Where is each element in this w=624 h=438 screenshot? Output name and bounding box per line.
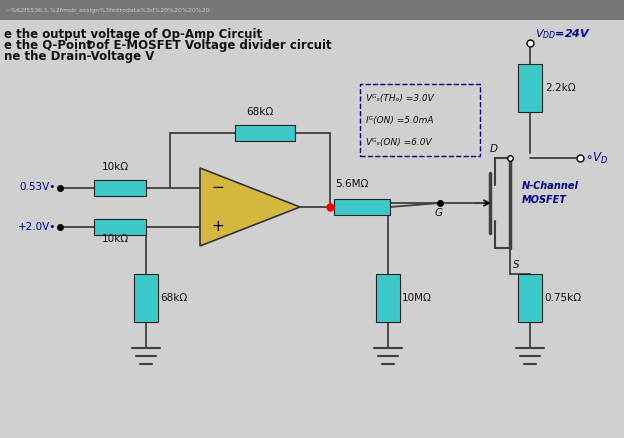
Bar [0, 0, 624, 20]
Text: D: D [490, 144, 498, 154]
Text: e the output voltage of Op-Amp Circuit: e the output voltage of Op-Amp Circuit [4, 28, 262, 41]
Bar [235, 125, 295, 141]
Text: Vᴳₛ(THₒ) =3.0V: Vᴳₛ(THₒ) =3.0V [366, 94, 434, 103]
Text: $\circ V_D$: $\circ V_D$ [585, 150, 608, 166]
Bar [360, 84, 480, 156]
Text: N-Channel
MOSFET: N-Channel MOSFET [522, 181, 579, 205]
Bar [94, 180, 146, 195]
Text: Iᴳ(ON) =5.0mA: Iᴳ(ON) =5.0mA [366, 116, 434, 125]
Text: 2.2kΩ: 2.2kΩ [545, 83, 575, 93]
Bar [518, 274, 542, 322]
Text: Vᴳₛ(ON) =6.0V: Vᴳₛ(ON) =6.0V [366, 138, 432, 147]
Polygon shape [200, 168, 300, 246]
Text: S: S [513, 260, 520, 270]
Bar [518, 64, 542, 112]
Text: 68kΩ: 68kΩ [246, 107, 274, 117]
Text: 68kΩ: 68kΩ [160, 293, 187, 303]
Bar [376, 274, 400, 322]
Text: $V_{DD}$=24V: $V_{DD}$=24V [535, 27, 591, 41]
Text: 5.6MΩ: 5.6MΩ [335, 179, 369, 189]
Text: ne the Drain-Voltage V: ne the Drain-Voltage V [4, 50, 154, 63]
Text: G: G [435, 208, 443, 218]
Text: 10kΩ: 10kΩ [102, 234, 129, 244]
Text: −: − [212, 180, 225, 195]
Text: ~%62f5536.1.%2fmob_assign%3fintrodata%3d%20%20%20%20: ~%62f5536.1.%2fmob_assign%3fintrodata%3d… [5, 7, 210, 13]
Text: +2.0V•: +2.0V• [17, 222, 56, 232]
Text: e the Q-Point of E-MOSFET Voltage divider circuit: e the Q-Point of E-MOSFET Voltage divide… [4, 39, 331, 52]
Text: D: D [87, 41, 94, 50]
Text: 10kΩ: 10kΩ [102, 162, 129, 172]
Bar [94, 219, 146, 234]
Text: +: + [212, 219, 225, 234]
Bar [134, 274, 158, 322]
Text: 0.75kΩ: 0.75kΩ [544, 293, 581, 303]
Bar [334, 199, 390, 215]
Text: 10MΩ: 10MΩ [402, 293, 432, 303]
Text: 0.53V•: 0.53V• [20, 183, 56, 192]
